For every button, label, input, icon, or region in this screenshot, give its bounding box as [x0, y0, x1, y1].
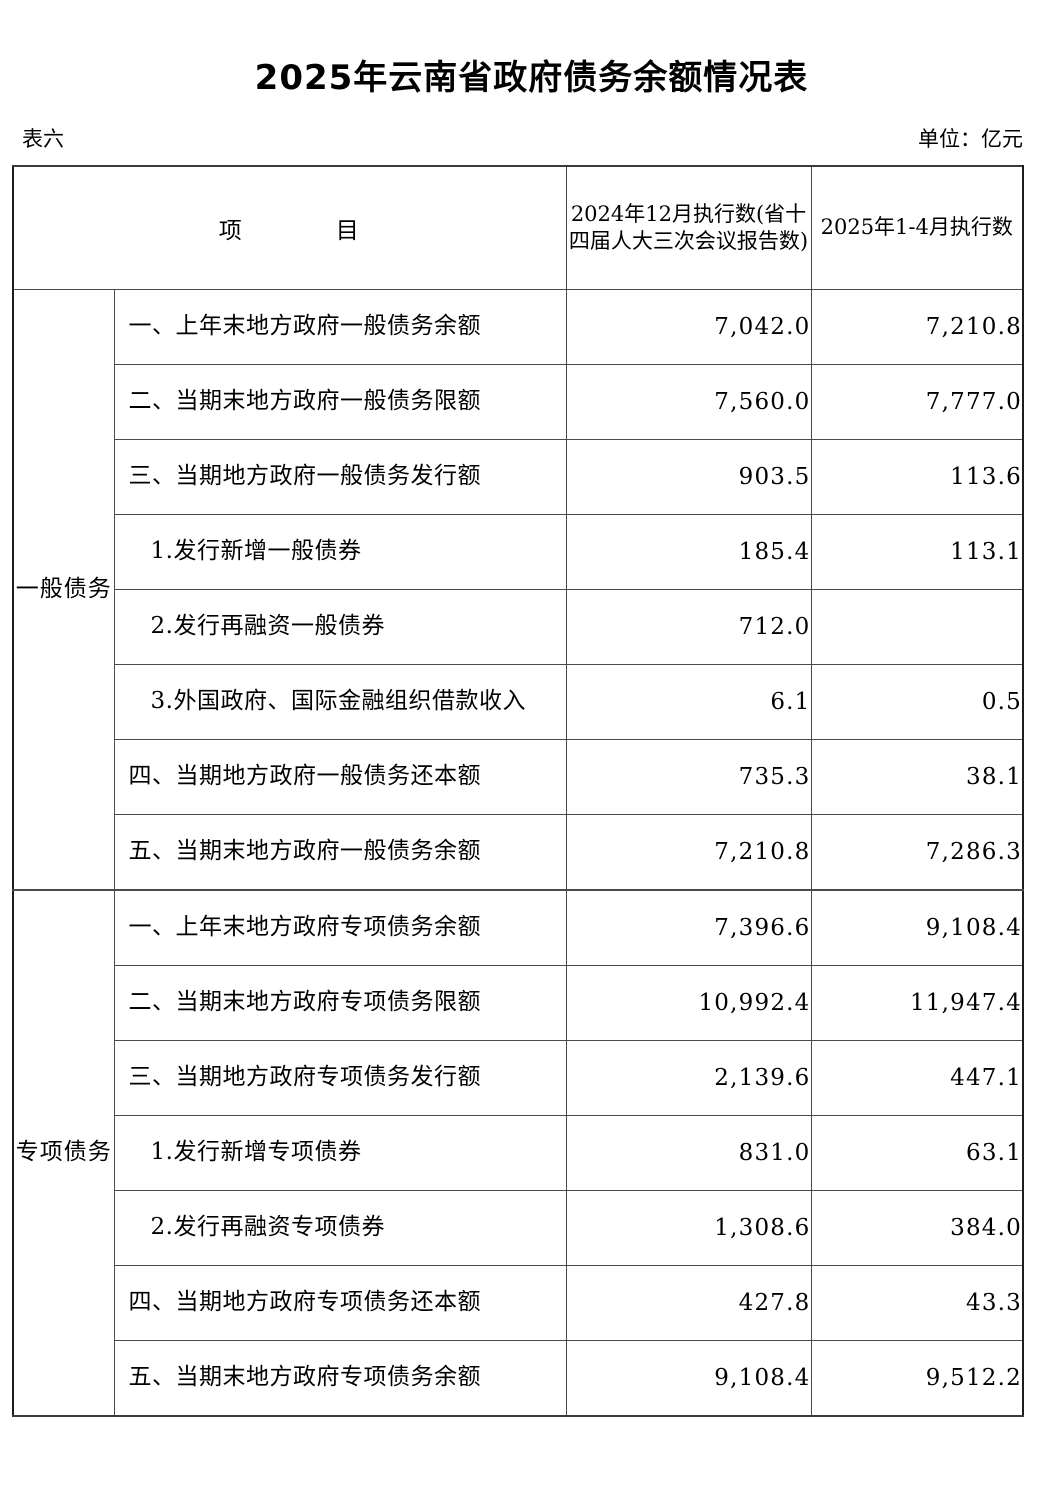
table-header: 项目 2024年12月执行数(省十四届人大三次会议报告数) 2025年1-4月执… — [12, 165, 1024, 290]
row-value-2024-december: 185.4 — [565, 513, 812, 590]
row-value-2024-december: 6.1 — [565, 663, 812, 740]
row-item-label: 四、当期地方政府专项债务还本额 — [113, 1264, 567, 1341]
row-item-label: 3.外国政府、国际金融组织借款收入 — [113, 663, 567, 740]
table-row: 三、当期地方政府专项债务发行额 2,139.6 447.1 — [13, 1039, 1024, 1116]
table-row: 五、当期末地方政府一般债务余额 7,210.8 7,286.3 — [13, 813, 1024, 891]
row-item-label: 一、上年末地方政府一般债务余额 — [113, 288, 567, 365]
table-row: 2.发行再融资专项债券 1,308.6 384.0 — [13, 1189, 1024, 1266]
column-header-2025-jan-apr: 2025年1-4月执行数 — [810, 165, 1024, 290]
column-header-item: 项目 — [12, 165, 567, 290]
row-value-2024-december: 831.0 — [565, 1114, 812, 1191]
government-debt-balance-table: 项目 2024年12月执行数(省十四届人大三次会议报告数) 2025年1-4月执… — [12, 164, 1024, 1417]
page-title: 2025年云南省政府债务余额情况表 — [254, 58, 809, 98]
row-item-label: 四、当期地方政府一般债务还本额 — [113, 738, 567, 815]
row-value-2024-december: 7,042.0 — [565, 288, 812, 365]
table-row: 二、当期末地方政府一般债务限额 7,560.0 7,777.0 — [13, 363, 1024, 440]
row-value-2025-jan-apr: 113.6 — [810, 438, 1024, 515]
row-value-2025-jan-apr: 113.1 — [810, 513, 1024, 590]
row-value-2024-december: 427.8 — [565, 1264, 812, 1341]
row-value-2025-jan-apr: 63.1 — [810, 1114, 1024, 1191]
row-value-2025-jan-apr: 0.5 — [810, 663, 1024, 740]
row-value-2025-jan-apr: 43.3 — [810, 1264, 1024, 1341]
table-row: 3.外国政府、国际金融组织借款收入 6.1 0.5 — [13, 663, 1024, 740]
header-row: 项目 2024年12月执行数(省十四届人大三次会议报告数) 2025年1-4月执… — [12, 165, 1024, 290]
table-row: 1.发行新增专项债券 831.0 63.1 — [13, 1114, 1024, 1191]
row-value-2024-december: 735.3 — [565, 738, 812, 815]
row-value-2025-jan-apr: 384.0 — [810, 1189, 1024, 1266]
row-item-label: 1.发行新增专项债券 — [113, 1114, 567, 1191]
row-value-2024-december: 1,308.6 — [565, 1189, 812, 1266]
row-value-2024-december: 7,210.8 — [565, 813, 812, 891]
table-row: 五、当期末地方政府专项债务余额 9,108.4 9,512.2 — [13, 1339, 1024, 1417]
row-value-2024-december: 712.0 — [565, 588, 812, 665]
table-row: 一般债务 一、上年末地方政府一般债务余额 7,042.0 7,210.8 — [12, 288, 1024, 891]
table-row: 三、当期地方政府一般债务发行额 903.5 113.6 — [13, 438, 1024, 515]
row-item-label: 二、当期末地方政府一般债务限额 — [113, 363, 567, 440]
column-header-item-left: 项 — [218, 217, 244, 244]
table-row: 2.发行再融资一般债券 712.0 — [13, 588, 1024, 665]
row-value-2024-december: 7,396.6 — [565, 888, 812, 966]
row-item-label: 1.发行新增一般债券 — [113, 513, 567, 590]
table-row: 四、当期地方政府一般债务还本额 735.3 38.1 — [13, 738, 1024, 815]
section-label-1: 一般债务 — [12, 288, 115, 891]
table-body: 一般债务 一、上年末地方政府一般债务余额 7,042.0 7,210.8 二、当期末地方… — [12, 288, 1024, 1417]
row-value-2024-december: 903.5 — [565, 438, 812, 515]
debt-table-container: 项目 2024年12月执行数(省十四届人大三次会议报告数) 2025年1-4月执… — [12, 164, 1024, 1417]
row-item-label: 五、当期末地方政府专项债务余额 — [113, 1339, 567, 1417]
unit-note-label: 单位：亿元 — [918, 126, 1023, 151]
table-number-label: 表六 — [22, 126, 64, 151]
subheader-row: 表六 单位：亿元 — [22, 123, 1023, 153]
row-item-label: 三、当期地方政府专项债务发行额 — [113, 1039, 567, 1116]
table-row: 四、当期地方政府专项债务还本额 427.8 43.3 — [13, 1264, 1024, 1341]
row-value-2024-december: 9,108.4 — [565, 1339, 812, 1417]
row-item-label: 二、当期末地方政府专项债务限额 — [113, 964, 567, 1041]
table-row: 1.发行新增一般债券 185.4 113.1 — [13, 513, 1024, 590]
row-item-label: 2.发行再融资专项债券 — [113, 1189, 567, 1266]
row-item-label: 一、上年末地方政府专项债务余额 — [113, 888, 567, 966]
section-label-2: 专项债务 — [12, 888, 115, 1417]
row-value-2025-jan-apr: 9,108.4 — [810, 888, 1024, 966]
row-value-2025-jan-apr — [810, 588, 1024, 665]
row-value-2025-jan-apr: 7,286.3 — [810, 813, 1024, 891]
row-value-2025-jan-apr: 9,512.2 — [810, 1339, 1024, 1417]
row-value-2024-december: 7,560.0 — [565, 363, 812, 440]
row-value-2025-jan-apr: 7,210.8 — [810, 288, 1024, 365]
row-item-label: 2.发行再融资一般债券 — [113, 588, 567, 665]
table-row: 二、当期末地方政府专项债务限额 10,992.4 11,947.4 — [13, 964, 1024, 1041]
row-value-2025-jan-apr: 7,777.0 — [810, 363, 1024, 440]
row-value-2025-jan-apr: 11,947.4 — [810, 964, 1024, 1041]
column-header-2024-december: 2024年12月执行数(省十四届人大三次会议报告数) — [565, 165, 812, 290]
row-value-2024-december: 10,992.4 — [565, 964, 812, 1041]
row-value-2025-jan-apr: 447.1 — [810, 1039, 1024, 1116]
row-value-2024-december: 2,139.6 — [565, 1039, 812, 1116]
table-row: 专项债务 一、上年末地方政府专项债务余额 7,396.6 9,108.4 — [12, 888, 1024, 1417]
column-header-item-right: 目 — [335, 217, 361, 244]
row-item-label: 五、当期末地方政府一般债务余额 — [113, 813, 567, 891]
row-value-2025-jan-apr: 38.1 — [810, 738, 1024, 815]
row-item-label: 三、当期地方政府一般债务发行额 — [113, 438, 567, 515]
